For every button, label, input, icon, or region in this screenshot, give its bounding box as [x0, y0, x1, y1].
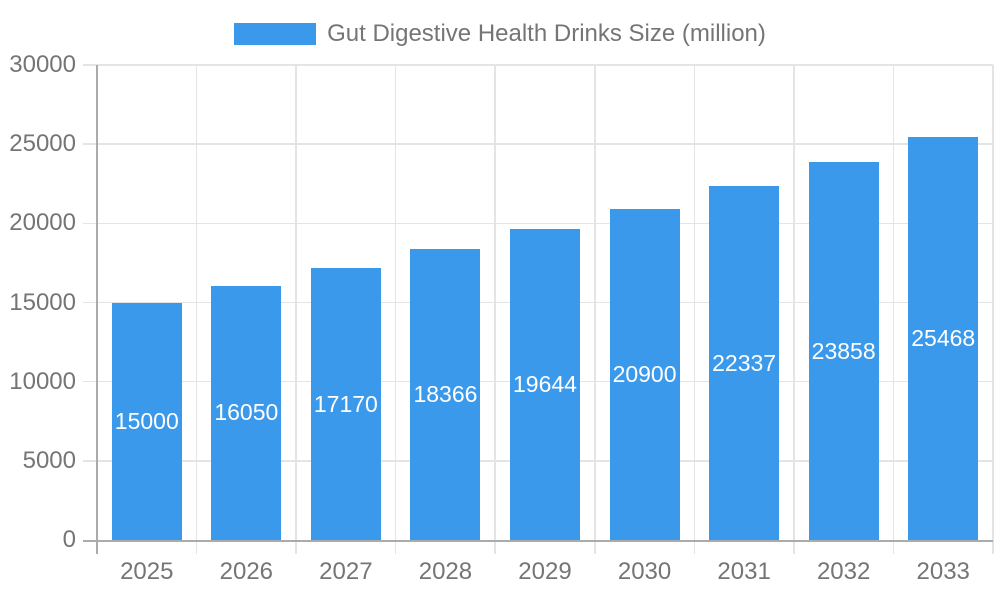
y-axis-tick-label-0: 0: [62, 526, 76, 553]
bar-2027[interactable]: 17170: [310, 268, 381, 540]
bar-2029[interactable]: 19644: [510, 228, 580, 540]
x-gridline-7: [793, 65, 795, 554]
x-axis-tick-label-2031: 2031: [717, 558, 771, 585]
bar-value-label-2031: 22337: [712, 349, 777, 376]
bar-2026[interactable]: 16050: [211, 285, 282, 540]
x-axis-tick-label-2032: 2032: [816, 558, 871, 585]
x-axis-tick-label-2030: 2030: [617, 558, 672, 585]
x-axis-tick-label-2028: 2028: [418, 558, 473, 585]
x-gridline-8: [892, 65, 895, 554]
x-axis-tick-label-2025: 2025: [120, 558, 174, 585]
bar-2028[interactable]: 18366: [410, 249, 481, 540]
y-axis-line: [96, 65, 98, 554]
x-gridline-4: [494, 65, 496, 554]
y-gridline-25000: [83, 143, 993, 145]
bar-value-label-2033: 25468: [911, 324, 976, 351]
bar-value-label-2032: 23858: [811, 337, 876, 364]
bar-value-label-2030: 20900: [612, 361, 677, 388]
x-gridline-5: [594, 65, 596, 554]
bar-value-label-2027: 17170: [313, 390, 378, 417]
y-axis-tick-label-15000: 15000: [9, 288, 76, 316]
x-axis-tick-label-2026: 2026: [219, 558, 274, 585]
bar-2033[interactable]: 25468: [908, 136, 979, 540]
legend: Gut Digestive Health Drinks Size (millio…: [0, 20, 1000, 48]
y-axis-tick-label-20000: 20000: [9, 209, 76, 237]
y-gridline-30000: [83, 64, 993, 66]
bar-2032[interactable]: 23858: [808, 162, 879, 540]
x-gridline-6: [693, 65, 696, 554]
x-gridline-1: [195, 65, 198, 554]
bar-value-label-2029: 19644: [513, 370, 577, 397]
y-gridline-20000: [83, 222, 993, 225]
x-axis-tick-label-2033: 2033: [916, 558, 970, 585]
y-axis-tick-label-5000: 5000: [22, 446, 76, 474]
x-gridline-2: [295, 65, 297, 554]
x-axis-tick-label-2029: 2029: [518, 558, 572, 585]
y-axis-tick-label-25000: 25000: [9, 130, 76, 158]
x-gridline-9: [992, 65, 994, 554]
x-axis-line: [83, 540, 993, 542]
y-axis-tick-label-30000: 30000: [9, 51, 76, 78]
y-axis-tick-label-10000: 10000: [9, 367, 76, 395]
x-gridline-3: [394, 65, 397, 554]
bar-2031[interactable]: 22337: [709, 186, 780, 540]
bar-value-label-2025: 15000: [114, 407, 179, 434]
x-axis-tick-label-2027: 2027: [319, 558, 373, 585]
legend-swatch[interactable]: [234, 23, 317, 45]
bar-2025[interactable]: 15000: [111, 302, 182, 540]
bar-value-label-2028: 18366: [413, 381, 478, 408]
legend-label[interactable]: Gut Digestive Health Drinks Size (millio…: [327, 20, 766, 47]
bar-value-label-2026: 16050: [214, 399, 279, 426]
bar-2030[interactable]: 20900: [609, 209, 680, 540]
